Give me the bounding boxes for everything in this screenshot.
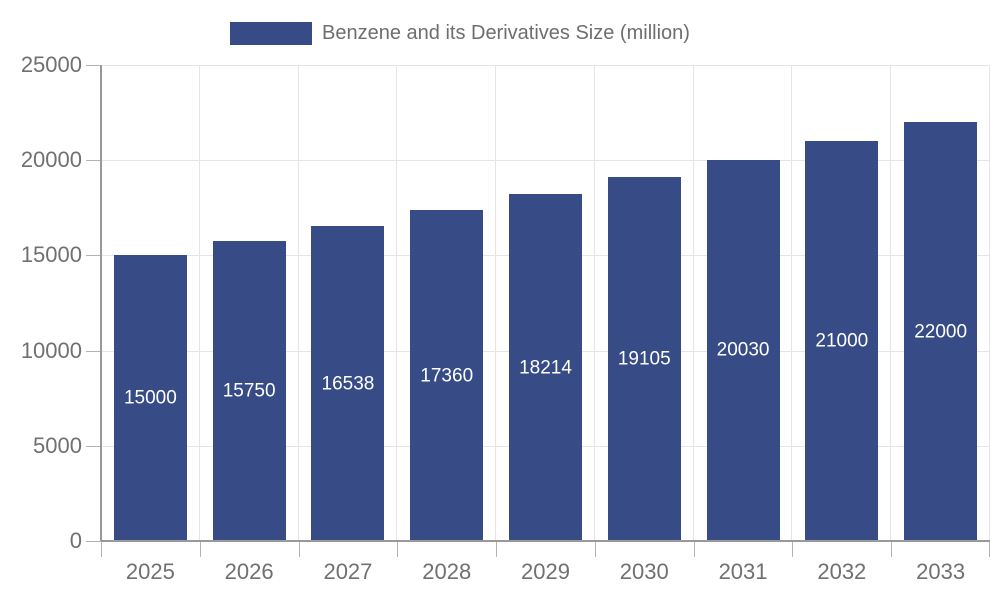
x-axis-tick [298, 541, 300, 557]
x-axis-tick [989, 541, 990, 557]
v-gridline [495, 65, 497, 541]
x-axis-tick-label: 2025 [125, 559, 175, 584]
bar-value-label: 19105 [617, 348, 671, 370]
bar [212, 241, 286, 541]
bar-value-label: 18214 [519, 357, 572, 379]
y-axis-tick [86, 160, 101, 162]
bar-value-label: 16538 [321, 373, 375, 395]
bar [607, 177, 681, 541]
x-axis-tick [891, 541, 893, 557]
h-gridline [101, 160, 990, 162]
y-axis-tick-label: 10000 [20, 337, 82, 363]
y-axis-tick-label: 0 [69, 528, 82, 553]
bar [410, 210, 484, 541]
y-axis-tick-label: 15000 [20, 242, 82, 268]
x-axis-tick-label: 2026 [224, 559, 274, 584]
v-gridline [198, 65, 200, 541]
x-axis-tick-label: 2029 [521, 559, 570, 584]
bar-value-label: 21000 [815, 330, 869, 352]
x-axis-tick-label: 2027 [323, 559, 373, 584]
bar-value-label: 20030 [716, 339, 770, 361]
x-axis-tick [693, 541, 695, 557]
x-axis-tick [397, 541, 399, 557]
bar [311, 226, 385, 541]
bar-value-label: 17360 [420, 365, 474, 387]
y-axis-tick-label: 25000 [20, 52, 82, 77]
y-axis-tick-label: 5000 [33, 432, 82, 458]
v-gridline [692, 65, 694, 541]
y-axis-tick [86, 445, 101, 447]
x-axis-tick-label: 2032 [817, 559, 867, 584]
bar-value-label: 15750 [222, 380, 276, 402]
y-axis-tick [86, 350, 101, 352]
legend-label: Benzene and its Derivatives Size (millio… [322, 21, 690, 44]
v-gridline [396, 65, 398, 541]
y-axis-line [100, 65, 102, 541]
v-gridline [593, 65, 595, 541]
y-axis-tick-label: 20000 [20, 147, 82, 173]
bar-value-label: 15000 [123, 387, 177, 409]
bar [509, 194, 582, 541]
x-axis-line [101, 540, 990, 542]
v-gridline [297, 65, 299, 541]
legend[interactable]: Benzene and its Derivatives Size (millio… [230, 20, 690, 46]
x-axis-tick-label: 2028 [422, 559, 472, 584]
v-gridline [890, 65, 892, 541]
x-axis-tick [199, 541, 201, 557]
x-axis-tick [792, 541, 794, 557]
bar-value-label: 22000 [914, 321, 968, 343]
bar [706, 159, 780, 541]
bar [904, 122, 978, 541]
h-gridline [101, 65, 990, 66]
y-axis-tick [86, 65, 101, 66]
y-axis-tick [86, 255, 101, 257]
x-axis-tick-label: 2030 [619, 559, 669, 584]
legend-swatch [230, 21, 312, 45]
bar [805, 141, 879, 541]
bar [113, 255, 187, 541]
x-axis-tick-label: 2033 [916, 559, 966, 584]
x-axis-tick [594, 541, 596, 557]
x-axis-tick [496, 541, 498, 557]
v-gridline [989, 65, 990, 541]
x-axis-tick [101, 541, 102, 557]
v-gridline [791, 65, 793, 541]
plot-area: 15000 15750 16538 17360 18214 19105 20030 21000… [21, 54, 990, 584]
y-axis-tick [86, 541, 101, 542]
x-axis-tick-label: 2031 [718, 559, 768, 584]
